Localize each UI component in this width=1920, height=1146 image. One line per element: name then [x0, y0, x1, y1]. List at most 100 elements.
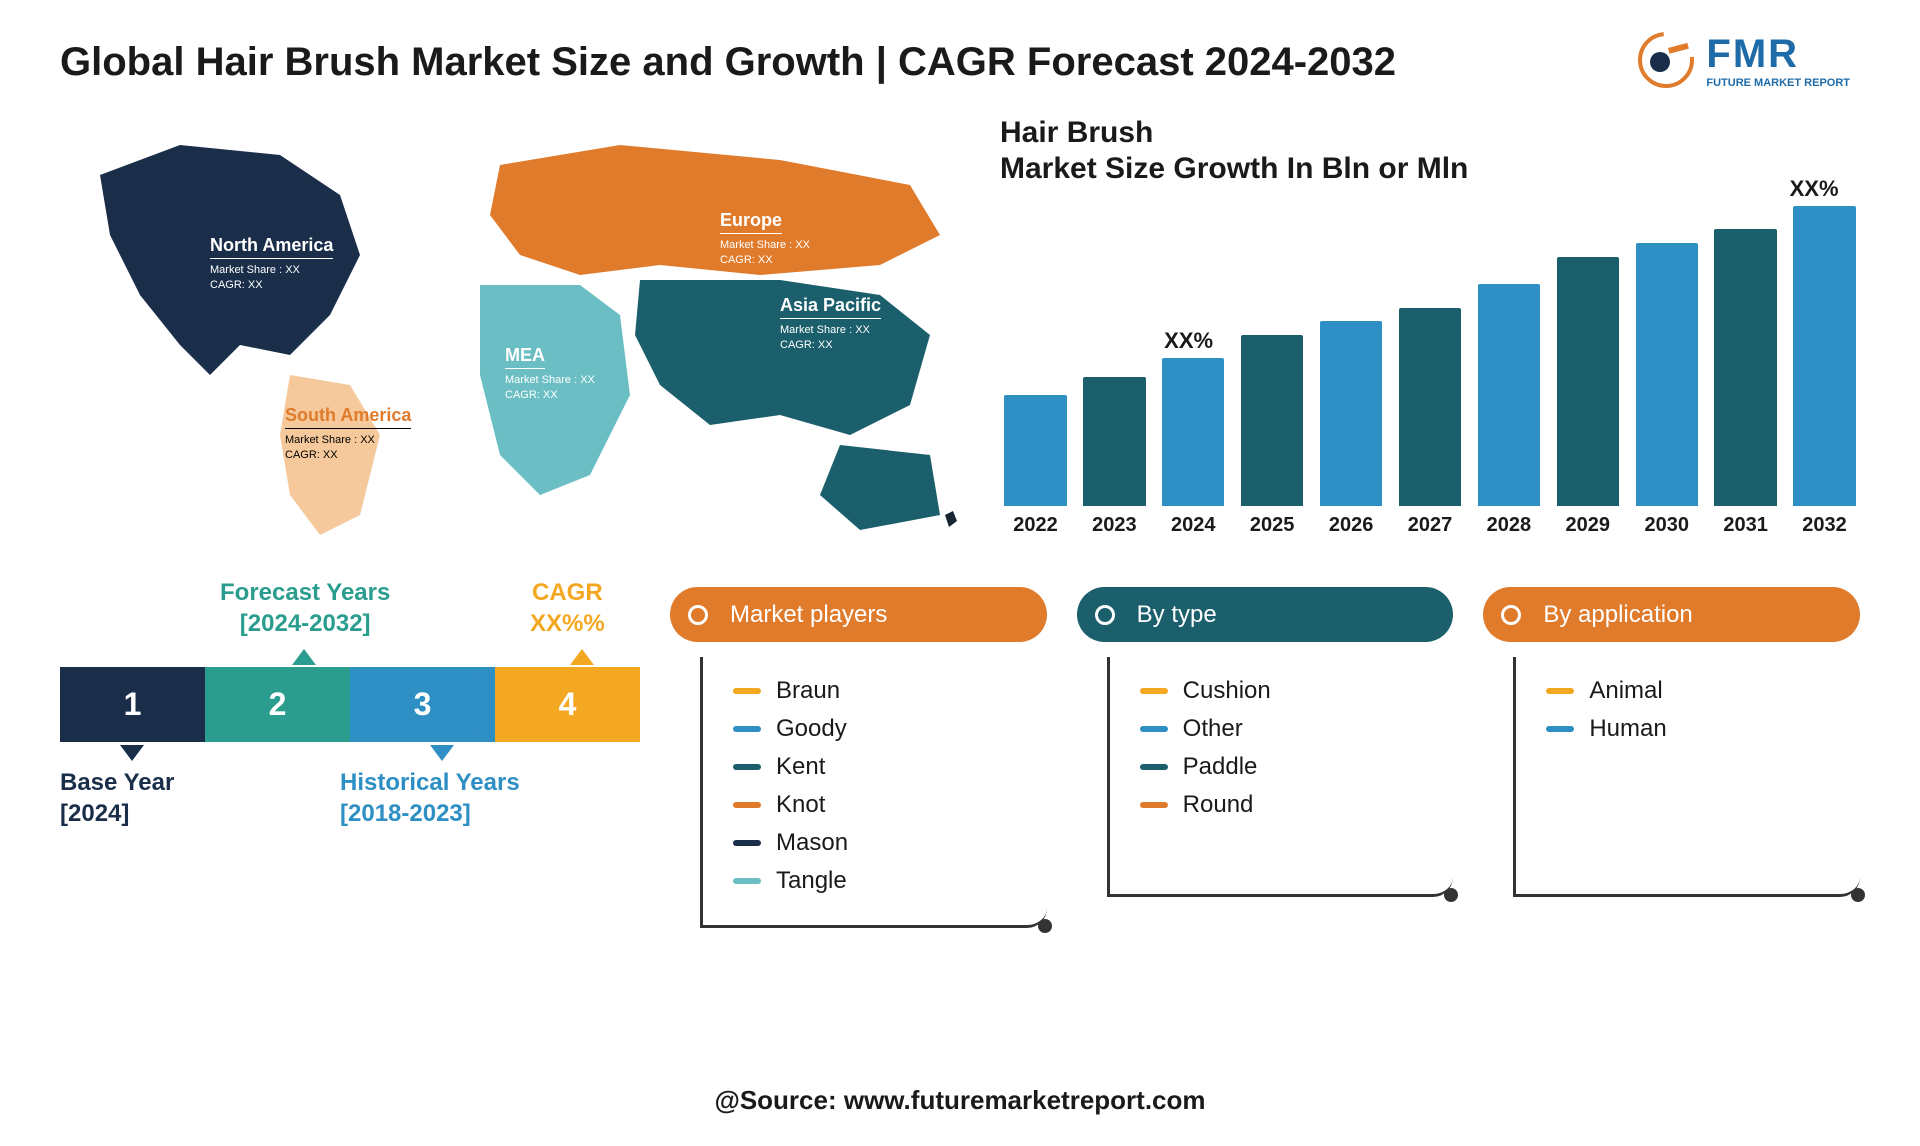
tick-icon [733, 840, 761, 846]
category-item: Animal [1546, 677, 1840, 705]
bar-item: 2024 [1158, 358, 1229, 537]
tick-icon [733, 764, 761, 770]
category-item: Braun [733, 677, 1027, 705]
tick-icon [1140, 688, 1168, 694]
bar [1557, 257, 1619, 506]
category-item: Tangle [733, 867, 1027, 895]
category-item: Goody [733, 715, 1027, 743]
bar-item: 2031 [1710, 229, 1781, 537]
logo-icon [1636, 30, 1696, 90]
logo-text-sub: FUTURE MARKET REPORT [1706, 77, 1850, 89]
bar-annotation: XX% [1790, 176, 1839, 202]
category-header: By application [1483, 587, 1860, 642]
bar [1162, 358, 1224, 506]
category-item-label: Other [1183, 715, 1243, 743]
category-column: Market players Braun Goody Kent Knot Mason Ta… [670, 587, 1047, 928]
region-label: EuropeMarket Share : XXCAGR: XX [720, 210, 810, 269]
timeline: Forecast Years [2024-2032] CAGR XX%% 123… [60, 587, 640, 742]
bar-year-label: 2030 [1644, 514, 1689, 537]
bar-chart-section: Hair BrushMarket Size Growth In Bln or M… [1000, 115, 1860, 537]
page-title: Global Hair Brush Market Size and Growth… [60, 40, 1860, 85]
category-item-label: Cushion [1183, 677, 1271, 705]
bar [1793, 206, 1855, 506]
bar [1399, 308, 1461, 506]
source-attribution: @Source: www.futuremarketreport.com [714, 1085, 1205, 1116]
bar-year-label: 2029 [1566, 514, 1611, 537]
bar-item: 2025 [1237, 335, 1308, 537]
logo: FMR FUTURE MARKET REPORT [1636, 30, 1850, 90]
bar [1083, 377, 1145, 506]
bar-chart: 2022 2023 2024 2025 2026 20272028 2029 2030 2031… [1000, 207, 1860, 537]
category-item: Human [1546, 715, 1840, 743]
arrow-up-icon [292, 649, 316, 665]
bar-year-label: 2023 [1092, 514, 1137, 537]
bar-item: 2022 [1000, 395, 1071, 537]
tick-icon [733, 802, 761, 808]
category-item-label: Kent [776, 753, 825, 781]
category-column: By application Animal Human [1483, 587, 1860, 928]
bar-year-label: 2031 [1723, 514, 1768, 537]
category-header: Market players [670, 587, 1047, 642]
bar-item: 2030 [1631, 243, 1702, 537]
timeline-segment: 4 [495, 667, 640, 742]
timeline-bar: 1234 [60, 667, 640, 742]
world-map: North AmericaMarket Share : XXCAGR: XX So… [60, 115, 960, 535]
category-header-label: By application [1543, 601, 1692, 629]
region-label: South AmericaMarket Share : XXCAGR: XX [285, 405, 411, 464]
bar [1478, 284, 1540, 506]
category-item: Cushion [1140, 677, 1434, 705]
category-item-label: Goody [776, 715, 847, 743]
chart-title: Hair BrushMarket Size Growth In Bln or M… [1000, 115, 1860, 187]
cagr-label: CAGR XX%% [530, 577, 605, 639]
region-label: Asia PacificMarket Share : XXCAGR: XX [780, 295, 881, 354]
category-item-label: Tangle [776, 867, 847, 895]
bar [1241, 335, 1303, 506]
bar-item: 2026 [1316, 321, 1387, 537]
category-item: Other [1140, 715, 1434, 743]
bar-year-label: 2032 [1802, 514, 1847, 537]
category-item: Mason [733, 829, 1027, 857]
tick-icon [1546, 726, 1574, 732]
tick-icon [1140, 764, 1168, 770]
category-header: By type [1077, 587, 1454, 642]
category-item-label: Round [1183, 791, 1254, 819]
category-item-label: Animal [1589, 677, 1662, 705]
bar-year-label: 2022 [1013, 514, 1058, 537]
bar [1320, 321, 1382, 506]
tick-icon [1140, 726, 1168, 732]
category-item-label: Human [1589, 715, 1666, 743]
category-header-label: Market players [730, 601, 887, 629]
forecast-label: Forecast Years [2024-2032] [220, 577, 390, 639]
category-item-label: Paddle [1183, 753, 1258, 781]
bar-item: 2027 [1395, 308, 1466, 537]
timeline-segment: 3 [350, 667, 495, 742]
categories: Market players Braun Goody Kent Knot Mason Ta… [670, 587, 1860, 928]
bar-item: 2029 [1552, 257, 1623, 537]
category-body: Animal Human [1513, 657, 1860, 897]
bar-year-label: 2025 [1250, 514, 1295, 537]
region-label: MEAMarket Share : XXCAGR: XX [505, 345, 595, 404]
tick-icon [1140, 802, 1168, 808]
tick-icon [733, 688, 761, 694]
bar [1636, 243, 1698, 506]
bar-item: 2028 [1473, 284, 1544, 537]
region-label: North AmericaMarket Share : XXCAGR: XX [210, 235, 333, 294]
bar-annotation: XX% [1164, 328, 1213, 354]
bar-item: 2023 [1079, 377, 1150, 537]
bar [1714, 229, 1776, 506]
dot-icon [1501, 605, 1521, 625]
arrow-up-icon [570, 649, 594, 665]
category-item: Knot [733, 791, 1027, 819]
category-item-label: Braun [776, 677, 840, 705]
category-column: By type Cushion Other Paddle Round [1077, 587, 1454, 928]
bar-year-label: 2026 [1329, 514, 1374, 537]
tick-icon [1546, 688, 1574, 694]
tick-icon [733, 878, 761, 884]
category-body: Cushion Other Paddle Round [1107, 657, 1454, 897]
timeline-segment: 2 [205, 667, 350, 742]
dot-icon [688, 605, 708, 625]
timeline-segment: 1 [60, 667, 205, 742]
dot-icon [1095, 605, 1115, 625]
bar-item: 2032 [1789, 206, 1860, 537]
bar [1004, 395, 1066, 506]
